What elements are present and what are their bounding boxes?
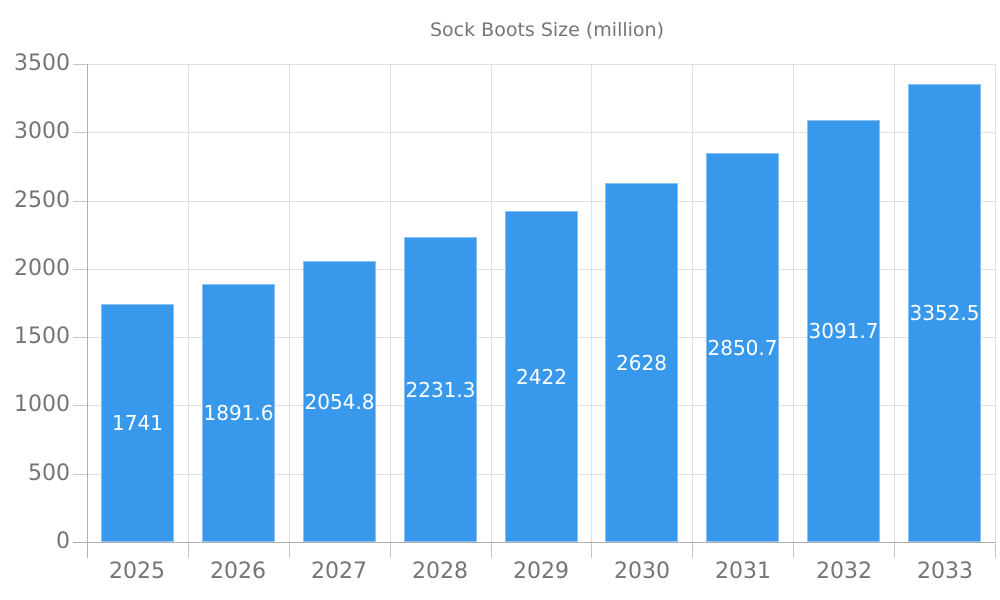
bar-value-label: 1741 <box>112 411 163 435</box>
gridline-vertical <box>188 64 189 542</box>
gridline-vertical <box>289 64 290 542</box>
bar-2032[interactable]: 3091.7 <box>807 120 880 542</box>
bar-value-label: 2054.8 <box>304 389 375 414</box>
y-axis-tick <box>73 64 87 65</box>
y-axis-label: 1000 <box>14 392 70 417</box>
x-axis-tick <box>793 542 794 558</box>
bar-value-label: 1891.6 <box>203 401 274 425</box>
y-axis-tick <box>73 201 87 202</box>
bar-value-label: 2850.7 <box>707 335 778 360</box>
bar-value-label: 3352.5 <box>909 301 980 325</box>
gridline-horizontal <box>87 132 995 133</box>
x-axis-label: 2030 <box>614 559 670 584</box>
bar-value-label: 3091.7 <box>808 319 879 343</box>
x-axis-label: 2028 <box>412 559 468 584</box>
y-axis-tick <box>73 337 87 338</box>
bar-value-label: 2422 <box>516 364 567 389</box>
legend-item[interactable]: Sock Boots Size (million) <box>0 17 1000 43</box>
gridline-vertical <box>995 64 996 542</box>
y-axis-label: 3000 <box>14 119 70 144</box>
legend-label: Sock Boots Size (million) <box>429 19 664 41</box>
gridline-horizontal <box>87 64 995 65</box>
y-axis-label: 500 <box>28 461 70 486</box>
x-axis-label: 2033 <box>917 559 973 584</box>
y-axis-tick <box>73 474 87 475</box>
y-axis-label: 1500 <box>14 324 70 349</box>
x-axis-label: 2025 <box>109 559 165 584</box>
gridline-vertical <box>491 64 492 542</box>
gridline-vertical <box>591 64 592 542</box>
y-axis-label: 2500 <box>14 188 70 213</box>
bar-2028[interactable]: 2231.3 <box>404 237 477 542</box>
bar-2026[interactable]: 1891.6 <box>202 284 275 542</box>
bar-2027[interactable]: 2054.8 <box>303 261 376 542</box>
x-axis-tick <box>491 542 492 558</box>
x-axis-tick <box>289 542 290 558</box>
y-axis-tick <box>73 269 87 270</box>
x-axis-label: 2027 <box>311 559 367 584</box>
bar-2030[interactable]: 2628 <box>605 183 678 542</box>
y-axis-label: 2000 <box>14 256 70 281</box>
y-axis-label: 3500 <box>14 51 70 76</box>
x-axis-tick <box>995 542 996 558</box>
gridline-vertical <box>390 64 391 542</box>
y-axis-tick <box>73 132 87 133</box>
y-axis-label: 0 <box>56 529 70 554</box>
bar-2031[interactable]: 2850.7 <box>706 153 779 542</box>
x-axis-tick <box>692 542 693 558</box>
x-axis-tick <box>894 542 895 558</box>
y-axis-tick <box>73 405 87 406</box>
gridline-vertical <box>692 64 693 542</box>
x-axis-label: 2032 <box>816 559 872 584</box>
gridline-vertical <box>894 64 895 542</box>
y-axis-line <box>87 64 88 558</box>
bar-value-label: 2231.3 <box>405 377 476 402</box>
gridline-horizontal <box>87 201 995 202</box>
bar-2029[interactable]: 2422 <box>505 211 578 542</box>
x-axis-tick <box>591 542 592 558</box>
x-axis-tick <box>188 542 189 558</box>
x-axis-label: 2029 <box>513 559 569 584</box>
x-axis-line <box>73 542 995 543</box>
gridline-vertical <box>793 64 794 542</box>
x-axis-label: 2026 <box>210 559 266 584</box>
x-axis-tick <box>390 542 391 558</box>
bar-value-label: 2628 <box>616 350 667 375</box>
bar-2025[interactable]: 1741 <box>101 304 174 542</box>
bar-2033[interactable]: 3352.5 <box>908 84 981 542</box>
x-axis-label: 2031 <box>715 559 771 584</box>
